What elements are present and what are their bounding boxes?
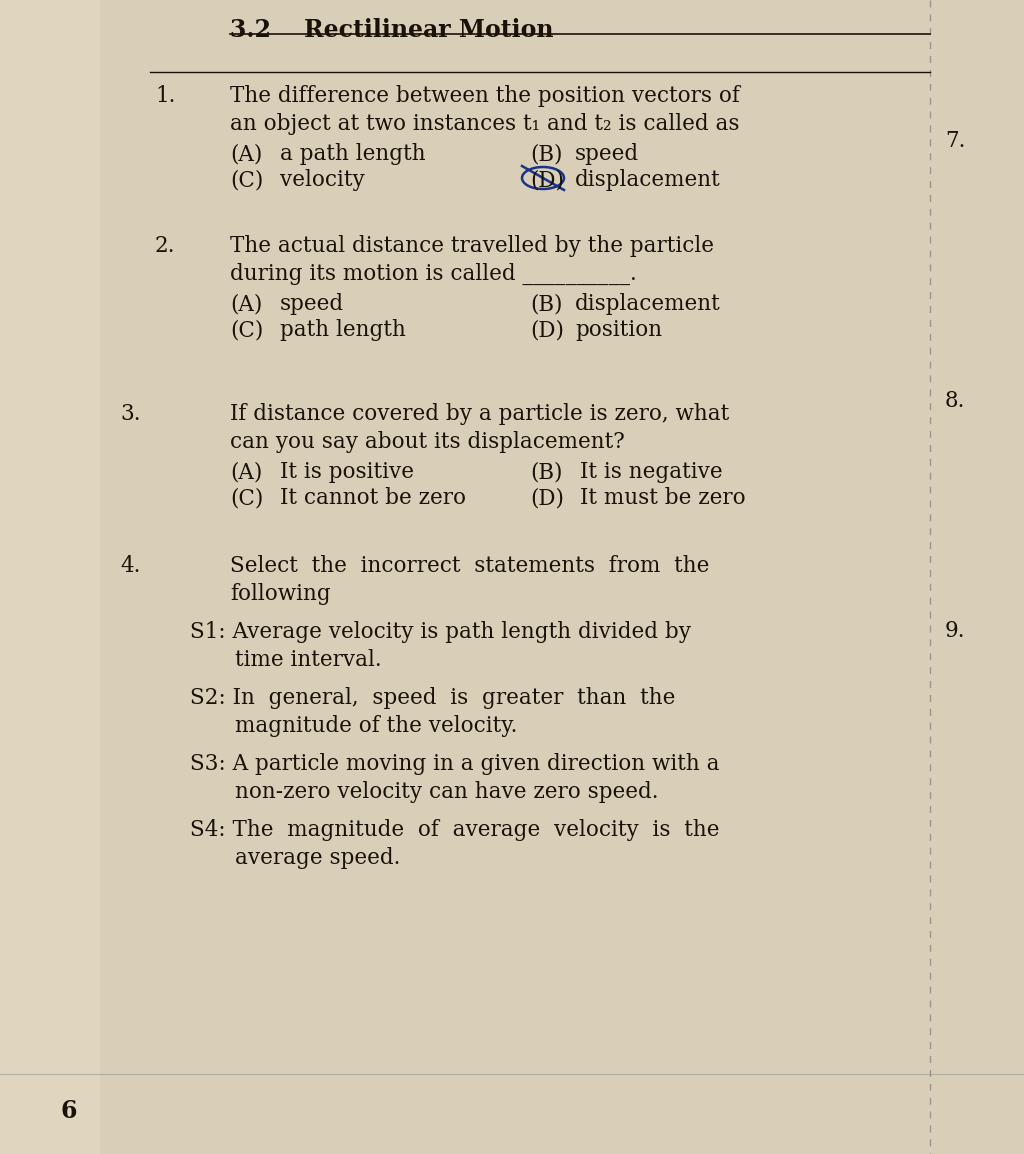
Text: 3.: 3. xyxy=(120,403,140,425)
Text: (D): (D) xyxy=(530,487,564,509)
Text: can you say about its displacement?: can you say about its displacement? xyxy=(230,430,625,454)
Text: S3: A particle moving in a given direction with a: S3: A particle moving in a given directi… xyxy=(190,754,720,775)
Text: S4: The  magnitude  of  average  velocity  is  the: S4: The magnitude of average velocity is… xyxy=(190,819,720,841)
Text: displacement: displacement xyxy=(575,293,721,315)
Text: S2: In  general,  speed  is  greater  than  the: S2: In general, speed is greater than th… xyxy=(190,687,676,709)
Text: during its motion is called __________.: during its motion is called __________. xyxy=(230,263,637,285)
Text: (A): (A) xyxy=(230,460,262,484)
Text: (C): (C) xyxy=(230,168,263,192)
Text: S1: Average velocity is path length divided by: S1: Average velocity is path length divi… xyxy=(190,621,691,643)
Text: velocity: velocity xyxy=(280,168,365,192)
Text: (B): (B) xyxy=(530,460,562,484)
Text: an object at two instances t₁ and t₂ is called as: an object at two instances t₁ and t₂ is … xyxy=(230,113,739,135)
Text: It is negative: It is negative xyxy=(580,460,723,484)
Text: It must be zero: It must be zero xyxy=(580,487,745,509)
Text: following: following xyxy=(230,583,331,605)
Text: Select  the  incorrect  statements  from  the: Select the incorrect statements from the xyxy=(230,555,710,577)
Text: The difference between the position vectors of: The difference between the position vect… xyxy=(230,85,740,107)
Text: (A): (A) xyxy=(230,293,262,315)
Text: 9.: 9. xyxy=(945,620,966,642)
Text: The actual distance travelled by the particle: The actual distance travelled by the par… xyxy=(230,235,714,257)
Text: 4.: 4. xyxy=(120,555,140,577)
Text: (B): (B) xyxy=(530,293,562,315)
Text: path length: path length xyxy=(280,319,406,340)
Text: speed: speed xyxy=(575,143,639,165)
Text: (D): (D) xyxy=(530,168,564,192)
Text: (C): (C) xyxy=(230,487,263,509)
Text: It cannot be zero: It cannot be zero xyxy=(280,487,466,509)
Text: It is positive: It is positive xyxy=(280,460,414,484)
Text: time interval.: time interval. xyxy=(234,649,382,670)
Text: position: position xyxy=(575,319,663,340)
Text: average speed.: average speed. xyxy=(234,847,400,869)
Text: 8.: 8. xyxy=(945,390,966,412)
Bar xyxy=(0,0,100,1154)
Text: non-zero velocity can have zero speed.: non-zero velocity can have zero speed. xyxy=(234,781,658,803)
Text: (A): (A) xyxy=(230,143,262,165)
Text: If distance covered by a particle is zero, what: If distance covered by a particle is zer… xyxy=(230,403,729,425)
Text: 1.: 1. xyxy=(155,85,175,107)
Text: speed: speed xyxy=(280,293,344,315)
Text: 3.2    Rectilinear Motion: 3.2 Rectilinear Motion xyxy=(230,18,554,42)
Text: 2.: 2. xyxy=(155,235,175,257)
Text: (D): (D) xyxy=(530,319,564,340)
Text: magnitude of the velocity.: magnitude of the velocity. xyxy=(234,715,517,737)
Text: (C): (C) xyxy=(230,319,263,340)
Text: (B): (B) xyxy=(530,143,562,165)
Text: displacement: displacement xyxy=(575,168,721,192)
Text: 6: 6 xyxy=(60,1099,77,1123)
Text: 7.: 7. xyxy=(945,130,966,152)
Text: a path length: a path length xyxy=(280,143,426,165)
